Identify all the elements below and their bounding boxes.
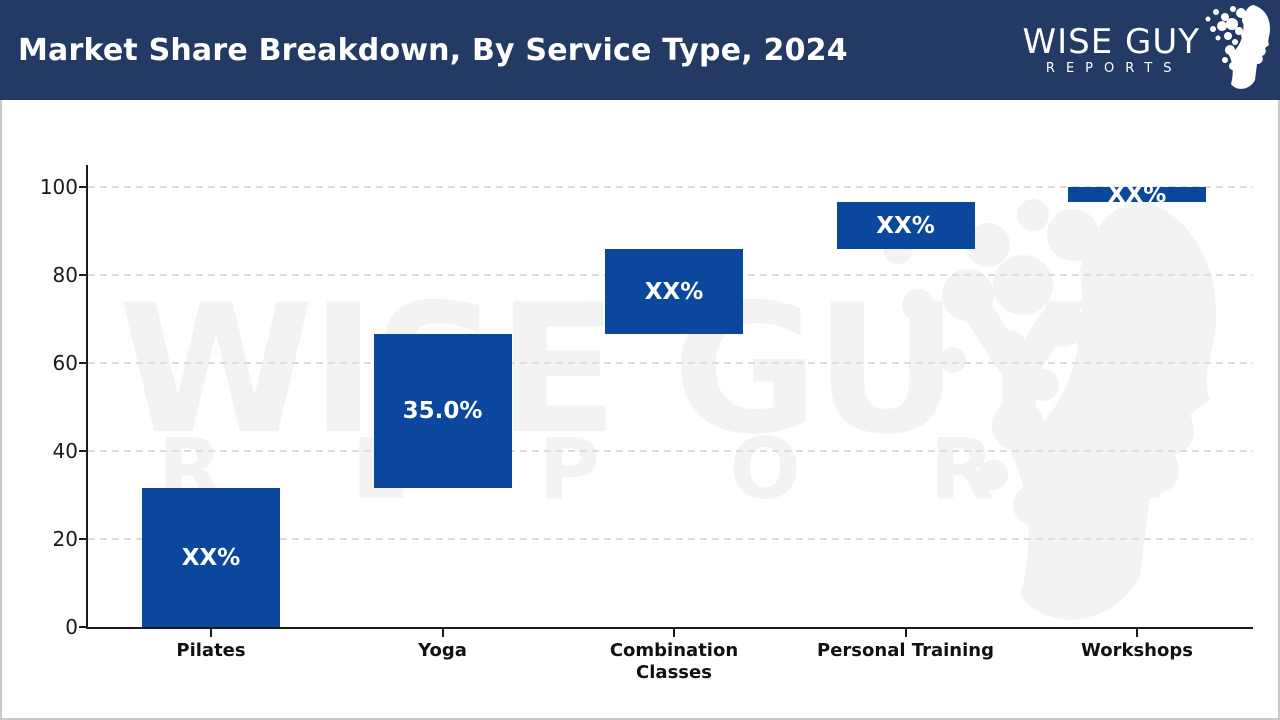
bar-value-label: 35.0% <box>402 398 483 425</box>
brand-name: WISE GUY <box>1022 22 1200 62</box>
bar-segment <box>836 202 975 249</box>
y-tick-label: 80 <box>52 263 78 287</box>
x-category-label: Personal Training <box>817 640 994 661</box>
x-tick-mark <box>673 629 675 637</box>
brand-logo: WISE GUY REPORTS <box>1022 3 1270 97</box>
y-tick-label: 40 <box>52 439 78 463</box>
y-tick-mark <box>79 186 87 188</box>
y-tick-label: 100 <box>39 175 78 199</box>
bar-value-label: XX% <box>1107 181 1167 208</box>
header: Market Share Breakdown, By Service Type,… <box>0 0 1280 100</box>
bar-value-label: XX% <box>644 278 704 305</box>
grid-line <box>88 362 1253 364</box>
y-tick-label: 0 <box>65 615 78 639</box>
y-tick-mark <box>79 538 87 540</box>
x-axis-line <box>86 627 1253 629</box>
bar-segment <box>142 488 280 627</box>
y-axis-line <box>86 165 88 629</box>
x-category-label: Pilates <box>176 640 246 661</box>
bar-segment <box>373 334 512 489</box>
grid-line <box>88 538 1253 540</box>
x-tick-mark <box>1136 629 1138 637</box>
x-tick-mark <box>441 629 444 637</box>
watermark-dotted-face <box>858 190 1218 644</box>
bar-segment <box>605 248 743 335</box>
brand-subname: REPORTS <box>1045 61 1183 76</box>
x-tick-mark <box>904 629 907 637</box>
chart-title: Market Share Breakdown, By Service Type,… <box>18 32 848 68</box>
bar-value-label: XX% <box>181 544 241 571</box>
x-tick-mark <box>210 629 212 637</box>
y-tick-mark <box>79 450 87 452</box>
x-category-label: Workshops <box>1081 640 1193 661</box>
y-tick-label: 60 <box>52 351 78 375</box>
brand-logo-text: WISE GUY REPORTS <box>1022 25 1200 75</box>
y-tick-mark <box>79 362 87 364</box>
bar-segment <box>1068 187 1206 203</box>
dotted-face-logo-icon <box>1200 3 1270 97</box>
y-tick-label: 20 <box>52 527 78 551</box>
grid-line <box>88 186 1253 188</box>
bar-value-label: XX% <box>876 212 935 239</box>
x-category-label: Combination Classes <box>609 640 739 683</box>
x-category-label: Yoga <box>418 640 467 661</box>
y-tick-mark <box>79 626 87 628</box>
grid-line <box>88 450 1253 452</box>
y-tick-mark <box>79 274 87 276</box>
